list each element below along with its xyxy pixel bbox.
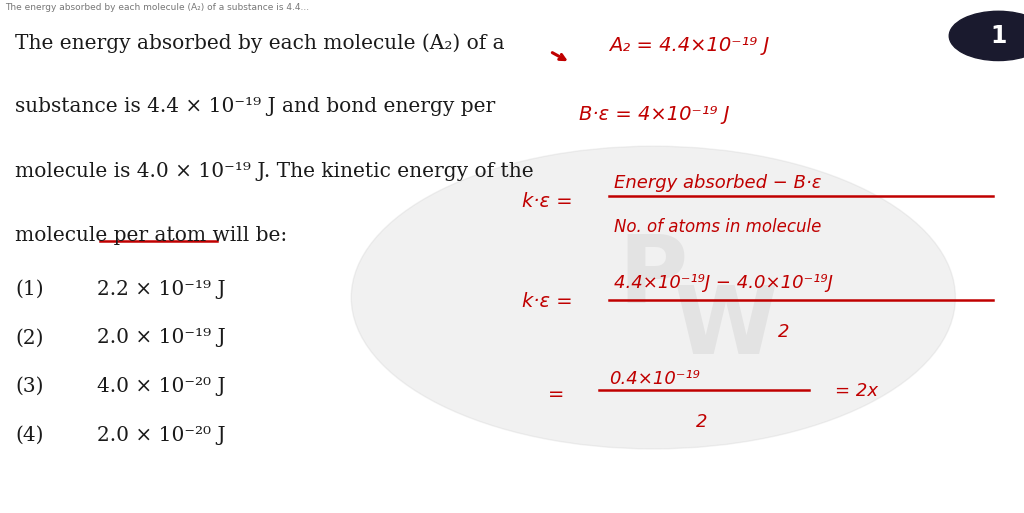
Text: 2.0 × 10⁻¹⁹ J: 2.0 × 10⁻¹⁹ J [97, 328, 226, 347]
Text: substance is 4.4 × 10⁻¹⁹ J and bond energy per: substance is 4.4 × 10⁻¹⁹ J and bond ener… [15, 97, 496, 116]
Text: A₂ = 4.4×10⁻¹⁹ J: A₂ = 4.4×10⁻¹⁹ J [609, 36, 769, 55]
Text: = 2x: = 2x [835, 382, 878, 400]
Text: The energy absorbed by each molecule (A₂) of a: The energy absorbed by each molecule (A₂… [15, 33, 505, 53]
Text: 0.4×10⁻¹⁹: 0.4×10⁻¹⁹ [609, 370, 700, 388]
Text: =: = [548, 385, 564, 404]
Text: (4): (4) [15, 426, 44, 445]
Text: (2): (2) [15, 328, 44, 347]
Text: molecule per atom will be:: molecule per atom will be: [15, 226, 288, 245]
Text: 4.4×10⁻¹⁹J − 4.0×10⁻¹⁹J: 4.4×10⁻¹⁹J − 4.0×10⁻¹⁹J [614, 274, 834, 292]
Text: molecule is 4.0 × 10⁻¹⁹ J. The kinetic energy of the: molecule is 4.0 × 10⁻¹⁹ J. The kinetic e… [15, 162, 534, 181]
Text: k·ε =: k·ε = [522, 292, 572, 311]
Text: 2: 2 [696, 413, 708, 431]
Text: k·ε =: k·ε = [522, 192, 572, 211]
Text: No. of atoms in molecule: No. of atoms in molecule [614, 218, 822, 236]
Circle shape [949, 11, 1024, 61]
Text: 2: 2 [778, 323, 790, 341]
Text: 2.0 × 10⁻²⁰ J: 2.0 × 10⁻²⁰ J [97, 426, 225, 445]
Text: W: W [673, 282, 777, 374]
Text: 4.0 × 10⁻²⁰ J: 4.0 × 10⁻²⁰ J [97, 377, 225, 396]
Circle shape [351, 146, 955, 449]
Text: 1: 1 [990, 24, 1007, 48]
Text: 2.2 × 10⁻¹⁹ J: 2.2 × 10⁻¹⁹ J [97, 280, 225, 299]
Text: (1): (1) [15, 280, 44, 299]
Text: (3): (3) [15, 377, 44, 396]
Text: The energy absorbed by each molecule (A₂) of a substance is 4.4...: The energy absorbed by each molecule (A₂… [5, 3, 309, 12]
Text: B·ε = 4×10⁻¹⁹ J: B·ε = 4×10⁻¹⁹ J [579, 105, 729, 124]
Text: Energy absorbed − B·ε: Energy absorbed − B·ε [614, 174, 822, 192]
Text: P: P [618, 231, 688, 323]
